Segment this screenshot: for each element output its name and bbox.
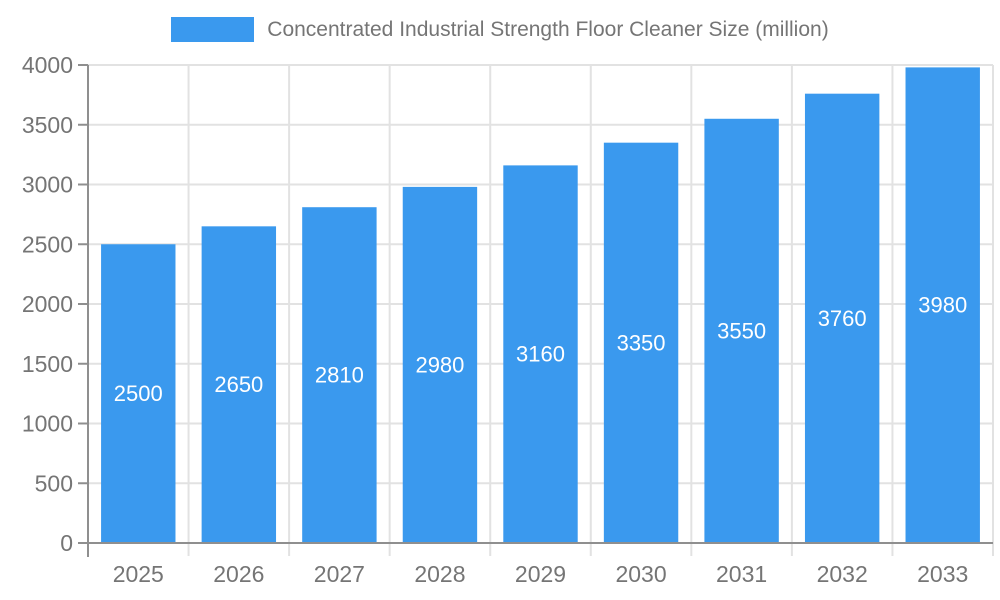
y-tick-label: 0 — [60, 530, 73, 556]
bar-2028[interactable] — [402, 186, 478, 543]
bar-2032[interactable] — [804, 93, 880, 544]
x-tick-label[interactable]: 2028 — [414, 561, 465, 587]
y-tick-label: 2000 — [22, 291, 73, 317]
legend-label: Concentrated Industrial Strength Floor C… — [267, 17, 829, 41]
bar-value-label: 3760 — [818, 306, 867, 331]
legend[interactable]: Concentrated Industrial Strength Floor C… — [0, 17, 1000, 42]
bar-2027[interactable] — [302, 207, 377, 543]
bar-2033[interactable] — [905, 67, 980, 543]
x-tick-label[interactable]: 2030 — [615, 561, 666, 587]
bar-2029[interactable] — [503, 165, 578, 543]
bar-value-label: 2810 — [315, 363, 364, 388]
y-tick-label: 4000 — [22, 52, 73, 78]
x-tick-label[interactable]: 2029 — [515, 561, 566, 587]
bar-value-label: 3160 — [516, 342, 565, 367]
x-tick-label[interactable]: 2027 — [314, 561, 365, 587]
bar-value-label: 3350 — [617, 330, 666, 355]
bar-2031[interactable] — [704, 118, 779, 544]
y-tick-label: 3500 — [22, 112, 73, 138]
bar-2026[interactable] — [201, 226, 277, 543]
x-tick-label[interactable]: 2025 — [113, 561, 164, 587]
bar-value-label: 3980 — [918, 293, 967, 318]
legend-swatch-icon — [171, 17, 255, 42]
bar-2030[interactable] — [603, 142, 679, 544]
y-tick-label: 3000 — [22, 172, 73, 198]
bar-value-label: 2650 — [214, 372, 263, 397]
y-tick-label: 1500 — [22, 351, 73, 377]
x-tick-label[interactable]: 2031 — [716, 561, 767, 587]
x-tick-label[interactable]: 2032 — [817, 561, 868, 587]
y-tick-label: 2500 — [22, 231, 73, 257]
y-tick-label: 1000 — [22, 411, 73, 437]
bar-2025[interactable] — [101, 244, 176, 543]
y-tick-label: 500 — [35, 470, 73, 496]
x-tick-label[interactable]: 2026 — [213, 561, 264, 587]
bar-value-label: 2500 — [114, 381, 163, 406]
bar-value-label: 2980 — [415, 352, 464, 377]
bar-value-label: 3550 — [717, 318, 766, 343]
x-tick-label[interactable]: 2033 — [917, 561, 968, 587]
